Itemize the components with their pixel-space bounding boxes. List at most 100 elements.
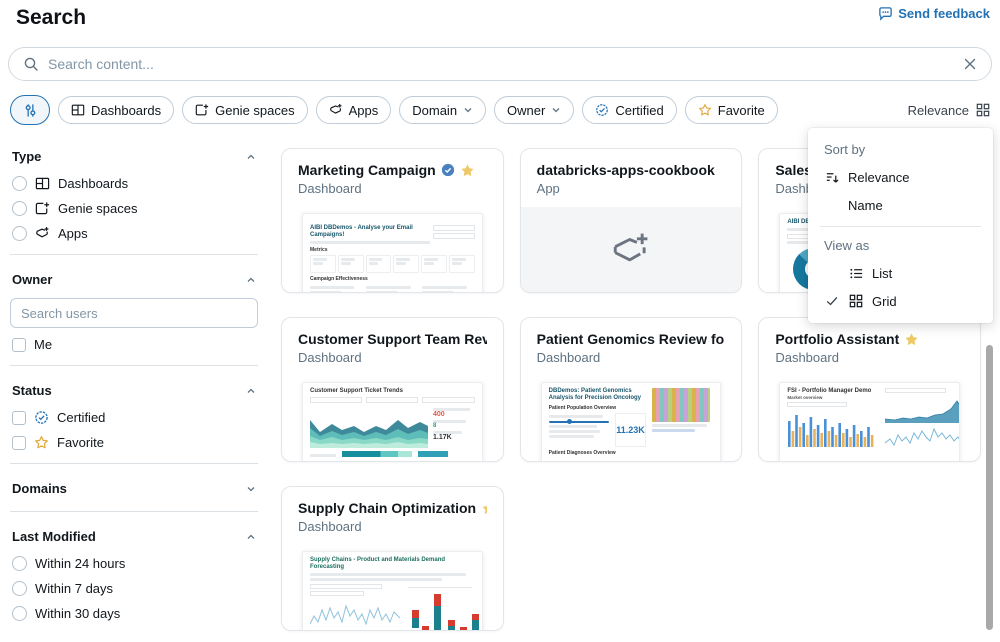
- radio-genie[interactable]: [12, 201, 27, 216]
- result-card-customer-support[interactable]: Customer Support Team Review Dashboard C…: [281, 317, 504, 462]
- me-label: Me: [34, 337, 53, 352]
- checkbox-certified[interactable]: [12, 410, 26, 425]
- section-type-header[interactable]: Type: [10, 140, 258, 171]
- card-thumbnail: Customer Support Ticket Trends 400 8: [302, 382, 483, 461]
- chevron-up-icon: [246, 532, 256, 542]
- search-bar[interactable]: Search content...: [8, 47, 992, 81]
- modified-option-7d[interactable]: Within 7 days: [10, 576, 258, 601]
- certified-badge-icon: [441, 163, 455, 177]
- checkbox-me[interactable]: [12, 337, 26, 352]
- thumb-title: Customer Support Ticket Trends: [310, 388, 403, 394]
- thumb-kpi: 11.23K: [616, 425, 645, 435]
- radio-30d[interactable]: [12, 606, 27, 621]
- chip-genie-spaces[interactable]: Genie spaces: [182, 96, 308, 124]
- sort-by-label: Sort by: [824, 142, 866, 157]
- search-input[interactable]: Search content...: [48, 56, 154, 72]
- filter-chip-row: Dashboards Genie spaces Apps Domain Owne…: [10, 94, 992, 126]
- status-option-favorite[interactable]: Favorite: [10, 430, 258, 455]
- section-last-modified-header[interactable]: Last Modified: [10, 520, 258, 551]
- card-title: databricks-apps-cookbook: [536, 162, 715, 178]
- dashboards-icon: [35, 176, 50, 191]
- section-owner-header[interactable]: Owner: [10, 263, 258, 294]
- type-option-dashboards[interactable]: Dashboards: [10, 171, 258, 196]
- chevron-up-icon: [246, 275, 256, 285]
- clear-search-icon[interactable]: [963, 57, 977, 71]
- radio-24h[interactable]: [12, 556, 27, 571]
- chip-certified-label: Certified: [615, 102, 664, 118]
- section-domains-header[interactable]: Domains: [10, 472, 258, 503]
- menu-list-label: List: [872, 265, 893, 281]
- area-chart: [885, 400, 960, 423]
- menu-item-grid[interactable]: Grid: [808, 287, 993, 315]
- radio-7d[interactable]: [12, 581, 27, 596]
- result-card-apps-cookbook[interactable]: databricks-apps-cookbook App: [519, 148, 743, 293]
- menu-divider: [820, 226, 981, 227]
- result-card-portfolio-assistant[interactable]: Portfolio Assistant Dashboard FSI - Port…: [758, 317, 981, 462]
- filter-sidebar: Type Dashboards Genie spaces Apps Owner …: [10, 140, 258, 626]
- card-thumbnail: AIBI DBDemos - Analyse your Email Campai…: [302, 213, 483, 292]
- type-option-apps[interactable]: Apps: [10, 221, 258, 246]
- line-chart: [310, 604, 400, 626]
- card-type: Dashboard: [298, 181, 362, 196]
- chip-dashboards[interactable]: Dashboards: [58, 96, 175, 124]
- chevron-down-icon: [246, 484, 256, 494]
- card-thumbnail: DBDemos: Patient Genomics Analysis for P…: [540, 382, 722, 461]
- divider: [10, 365, 258, 366]
- card-type: Dashboard: [536, 350, 601, 365]
- thumb-section-effectiveness: Campaign Effectiveness: [310, 276, 368, 282]
- modified-7d-label: Within 7 days: [35, 581, 114, 596]
- favorite-star-icon: [460, 163, 475, 178]
- thumbnail-image: [652, 388, 711, 422]
- menu-item-name[interactable]: Name: [808, 191, 993, 219]
- menu-item-list[interactable]: List: [808, 259, 993, 287]
- thumb-subtitle: Market overview: [787, 395, 823, 400]
- result-card-supply-chain[interactable]: Supply Chain Optimization Dashboard Supp…: [281, 486, 504, 631]
- view-as-label: View as: [824, 238, 870, 253]
- last-modified-title: Last Modified: [12, 529, 96, 544]
- card-type: Dashboard: [298, 519, 362, 534]
- result-card-patient-genomics[interactable]: Patient Genomics Review for Pr... Dashbo…: [519, 317, 743, 462]
- page-title: Search: [16, 6, 87, 29]
- thumb-section2: Patient Diagnoses Overview: [548, 450, 616, 456]
- feedback-bubble-icon: [878, 6, 893, 21]
- radio-apps[interactable]: [12, 226, 27, 241]
- checkbox-favorite[interactable]: [12, 435, 26, 450]
- app-placeholder-icon: [610, 229, 652, 271]
- modified-option-24h[interactable]: Within 24 hours: [10, 551, 258, 576]
- chip-favorite[interactable]: Favorite: [684, 96, 778, 124]
- chevron-up-icon: [246, 152, 256, 162]
- thumb-title: AIBI DBD: [787, 219, 814, 225]
- chip-certified[interactable]: Certified: [582, 96, 677, 124]
- section-status-header[interactable]: Status: [10, 374, 258, 405]
- owner-search-input[interactable]: [10, 298, 258, 328]
- divider: [10, 511, 258, 512]
- divider: [10, 463, 258, 464]
- radio-dashboards[interactable]: [12, 176, 27, 191]
- send-feedback-link[interactable]: Send feedback: [878, 6, 990, 21]
- card-title: Supply Chain Optimization: [298, 500, 477, 516]
- chip-apps[interactable]: Apps: [315, 96, 392, 124]
- chip-domain[interactable]: Domain: [399, 96, 487, 124]
- sort-view-control[interactable]: Relevance: [908, 103, 992, 118]
- modified-option-30d[interactable]: Within 30 days: [10, 601, 258, 626]
- thumb-title: FSI - Portfolio Manager Demo: [787, 388, 872, 394]
- owner-option-me[interactable]: Me: [10, 332, 258, 357]
- grid-view-icon: [848, 294, 864, 308]
- card-type: Dashboard: [298, 350, 362, 365]
- type-option-genie[interactable]: Genie spaces: [10, 196, 258, 221]
- menu-name-label: Name: [848, 197, 883, 213]
- chip-owner[interactable]: Owner: [494, 96, 575, 124]
- card-thumbnail: FSI - Portfolio Manager Demo Market over…: [779, 382, 960, 461]
- filters-toggle-button[interactable]: [10, 95, 50, 125]
- result-card-marketing-campaign[interactable]: Marketing Campaign Dashboard AIBI DBDemo…: [281, 148, 504, 293]
- apps-icon: [329, 103, 343, 117]
- vertical-scrollbar[interactable]: [986, 345, 993, 630]
- menu-item-relevance[interactable]: Relevance: [808, 163, 993, 191]
- search-icon: [23, 56, 39, 72]
- type-dashboards-label: Dashboards: [58, 176, 129, 191]
- stacked-bar-chart: [412, 594, 479, 630]
- genie-icon: [35, 201, 50, 216]
- card-type: Dashboard: [775, 350, 839, 365]
- status-option-certified[interactable]: Certified: [10, 405, 258, 430]
- modified-30d-label: Within 30 days: [35, 606, 121, 621]
